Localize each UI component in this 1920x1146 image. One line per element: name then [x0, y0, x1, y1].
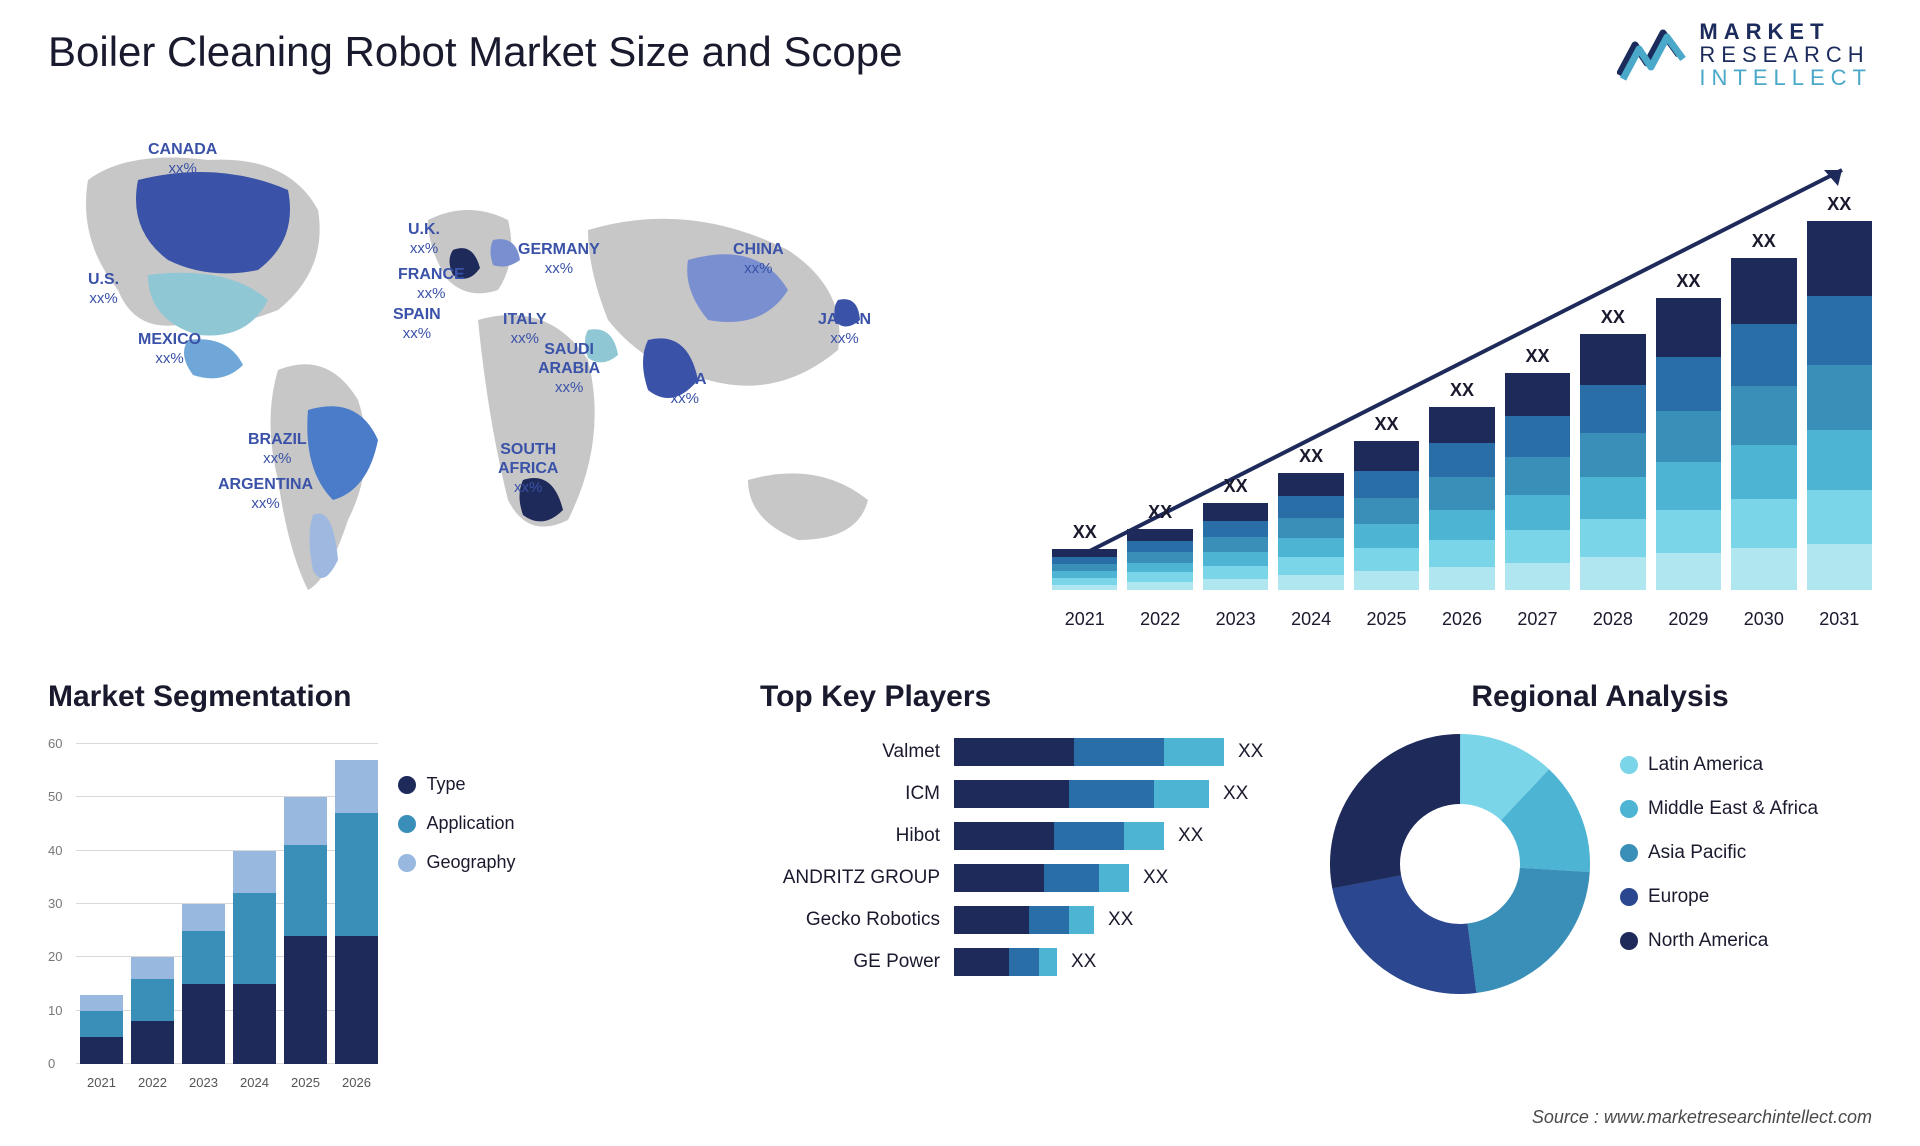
big-bar-2025: XX	[1354, 414, 1419, 590]
player-row: Gecko RoboticsXX	[760, 906, 1290, 934]
big-bar-value-label: XX	[1752, 231, 1776, 252]
source-attribution: Source : www.marketresearchintellect.com	[1532, 1107, 1872, 1128]
big-bar-2029: XX	[1656, 271, 1721, 590]
map-label-uk: U.K.xx%	[408, 220, 440, 258]
map-label-saudi: SAUDIARABIAxx%	[538, 340, 600, 398]
page-title: Boiler Cleaning Robot Market Size and Sc…	[48, 28, 902, 76]
big-bar-value-label: XX	[1601, 307, 1625, 328]
map-label-china: CHINAxx%	[733, 240, 784, 278]
big-bar-value-label: XX	[1299, 446, 1323, 467]
big-bar-value-label: XX	[1148, 502, 1172, 523]
seg-bar-2021	[80, 995, 123, 1064]
segmentation-chart: 0102030405060 202120222023202420252026	[48, 734, 378, 1094]
logo-line-3: INTELLECT	[1699, 66, 1872, 89]
player-row: ValmetXX	[760, 738, 1290, 766]
big-bar-value-label: XX	[1450, 380, 1474, 401]
big-bar-2023: XX	[1203, 476, 1268, 590]
big-bar-2027: XX	[1505, 346, 1570, 590]
big-bar-2024: XX	[1278, 446, 1343, 590]
key-players-section: Top Key Players ValmetXX ICMXX HibotXX ANDR…	[760, 680, 1290, 990]
map-label-safrica: SOUTHAFRICAxx%	[498, 440, 558, 498]
segmentation-title: Market Segmentation	[48, 680, 568, 714]
big-bar-2028: XX	[1580, 307, 1645, 591]
legend-item: Europe	[1620, 886, 1818, 908]
big-bar-value-label: XX	[1827, 194, 1851, 215]
regional-analysis-section: Regional Analysis Latin America Middle Ea…	[1330, 680, 1870, 994]
player-row: GE PowerXX	[760, 948, 1290, 976]
brand-logo: MARKET RESEARCH INTELLECT	[1617, 20, 1872, 89]
map-label-us: U.S.xx%	[88, 270, 119, 308]
map-label-mexico: MEXICOxx%	[138, 330, 201, 368]
map-label-germany: GERMANYxx%	[518, 240, 600, 278]
logo-line-1: MARKET	[1699, 20, 1872, 43]
key-players-chart: ValmetXX ICMXX HibotXX ANDRITZ GROUPXX Gecko…	[760, 738, 1290, 976]
world-map: CANADAxx% U.S.xx% MEXICOxx% BRAZILxx% ARGENT…	[48, 120, 948, 640]
map-label-france: FRANCExx%	[398, 265, 465, 303]
market-size-chart: XXXXXXXXXXXXXXXXXXXXXX 20212022202320242…	[1052, 150, 1872, 630]
logo-mark-icon	[1617, 25, 1687, 85]
seg-bar-2024	[233, 851, 276, 1064]
world-map-svg	[48, 120, 948, 640]
big-bar-value-label: XX	[1525, 346, 1549, 367]
legend-item: North America	[1620, 930, 1818, 952]
big-bar-2026: XX	[1429, 380, 1494, 590]
seg-bar-2022	[131, 957, 174, 1064]
map-label-spain: SPAINxx%	[393, 305, 441, 343]
logo-line-2: RESEARCH	[1699, 43, 1872, 66]
seg-bar-2026	[335, 760, 378, 1064]
legend-item: Type	[398, 774, 515, 795]
regional-title: Regional Analysis	[1330, 680, 1870, 714]
legend-item: Latin America	[1620, 754, 1818, 776]
legend-item: Asia Pacific	[1620, 842, 1818, 864]
segmentation-legend: Type Application Geography	[398, 774, 515, 891]
big-bar-2021: XX	[1052, 522, 1117, 590]
map-label-brazil: BRAZILxx%	[248, 430, 307, 468]
map-label-india: INDIAxx%	[663, 370, 707, 408]
regional-legend: Latin America Middle East & Africa Asia Pa…	[1620, 754, 1818, 974]
seg-bar-2023	[182, 904, 225, 1064]
legend-item: Application	[398, 813, 515, 834]
big-bar-value-label: XX	[1224, 476, 1248, 497]
map-label-argentina: ARGENTINAxx%	[218, 475, 313, 513]
big-bar-value-label: XX	[1676, 271, 1700, 292]
player-row: ICMXX	[760, 780, 1290, 808]
map-label-japan: JAPANxx%	[818, 310, 871, 348]
map-label-canada: CANADAxx%	[148, 140, 217, 178]
big-bar-value-label: XX	[1375, 414, 1399, 435]
big-bar-2031: XX	[1807, 194, 1872, 590]
regional-donut-chart	[1330, 734, 1590, 994]
big-bar-2022: XX	[1127, 502, 1192, 590]
seg-bar-2025	[284, 797, 327, 1064]
player-row: ANDRITZ GROUPXX	[760, 864, 1290, 892]
player-row: HibotXX	[760, 822, 1290, 850]
legend-item: Middle East & Africa	[1620, 798, 1818, 820]
big-bar-2030: XX	[1731, 231, 1796, 591]
market-segmentation-section: Market Segmentation 0102030405060 202120…	[48, 680, 568, 1094]
legend-item: Geography	[398, 852, 515, 873]
big-bar-value-label: XX	[1073, 522, 1097, 543]
key-players-title: Top Key Players	[760, 680, 1290, 714]
